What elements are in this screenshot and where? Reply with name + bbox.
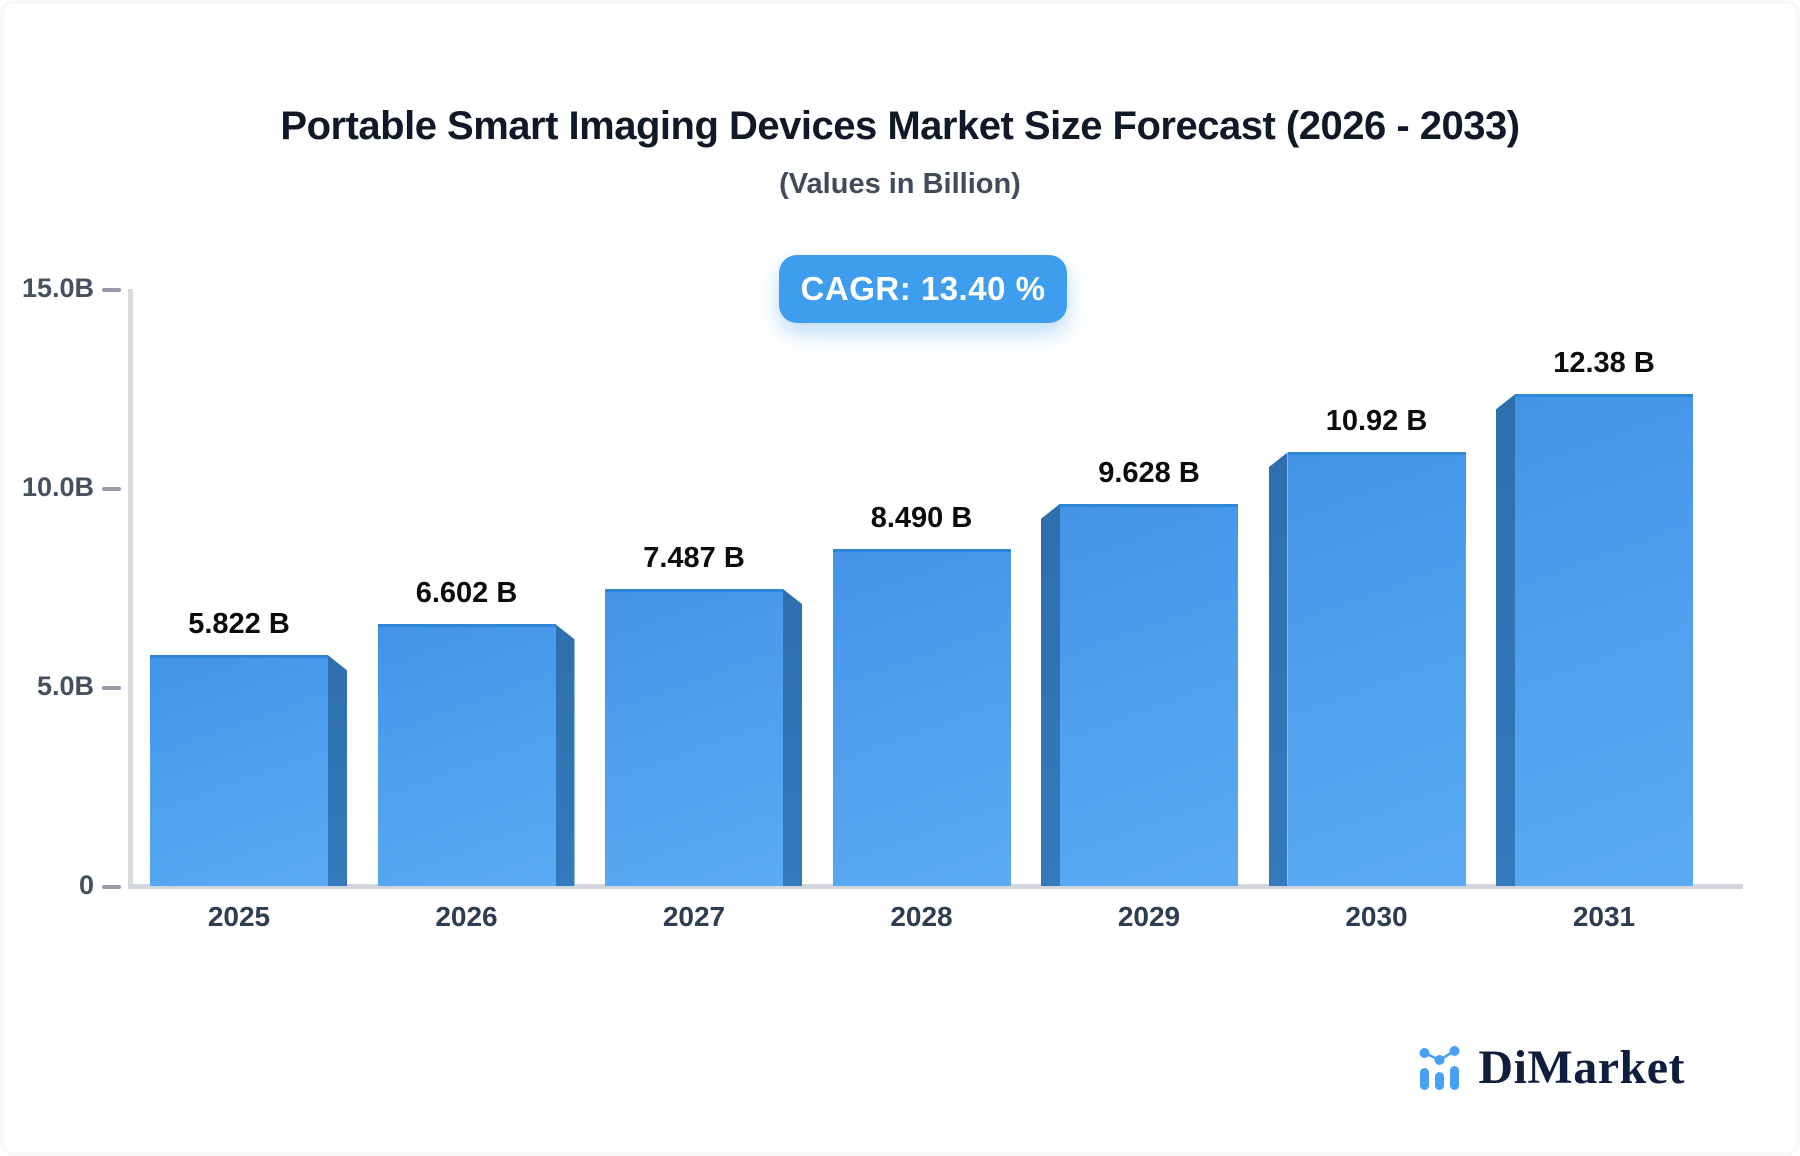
cagr-badge-label: CAGR: 13.40 % xyxy=(800,270,1046,307)
y-tick xyxy=(102,288,121,292)
bar-side xyxy=(555,624,575,886)
y-tick-label: 0 xyxy=(78,870,94,900)
logo-text: DiMarket xyxy=(1478,1041,1685,1094)
bar-value-label: 10.92 B xyxy=(1325,405,1428,438)
bar-value-label: 6.602 B xyxy=(415,577,518,610)
bar xyxy=(605,589,783,886)
chart-title: Portable Smart Imaging Devices Market Si… xyxy=(280,104,1520,148)
x-axis-label: 2025 xyxy=(207,901,271,932)
bar xyxy=(1287,452,1466,886)
bar-side xyxy=(328,655,347,886)
y-tick-label: 10.0B xyxy=(21,472,94,502)
y-tick xyxy=(102,885,121,889)
bar-chart-logo-icon xyxy=(1419,1045,1460,1090)
y-tick xyxy=(102,487,121,491)
x-axis-label: 2027 xyxy=(662,901,726,932)
y-tick-label: 5.0B xyxy=(36,671,94,701)
bar-value-label: 12.38 B xyxy=(1553,347,1655,380)
bar xyxy=(377,624,556,886)
bar xyxy=(832,549,1011,886)
bar xyxy=(1060,503,1238,886)
x-axis-label: 2029 xyxy=(1117,901,1181,932)
y-axis-line xyxy=(128,289,133,889)
bar-side xyxy=(783,589,802,886)
bar-side xyxy=(1496,394,1515,886)
dimarket-logo: DiMarket xyxy=(1417,1040,1685,1095)
cagr-badge: CAGR: 13.40 % xyxy=(779,255,1067,323)
x-axis-label: 2031 xyxy=(1572,901,1636,932)
x-axis-label: 2030 xyxy=(1345,901,1408,932)
bar-value-label: 5.822 B xyxy=(188,608,290,641)
y-tick xyxy=(102,686,121,690)
bar-value-label: 7.487 B xyxy=(643,542,745,575)
bar-value-label: 9.628 B xyxy=(1098,456,1200,489)
x-axis-label: 2028 xyxy=(890,901,953,932)
x-axis-line xyxy=(128,884,1743,889)
x-axis-label: 2026 xyxy=(435,901,498,932)
bar xyxy=(150,655,328,886)
chart-subtitle: (Values in Billion) xyxy=(779,168,1021,200)
bar-side xyxy=(1041,503,1060,886)
bar-value-label: 8.490 B xyxy=(870,502,973,535)
bar-side xyxy=(1268,452,1288,886)
bar xyxy=(1515,394,1693,886)
y-tick-label: 15.0B xyxy=(21,273,94,303)
